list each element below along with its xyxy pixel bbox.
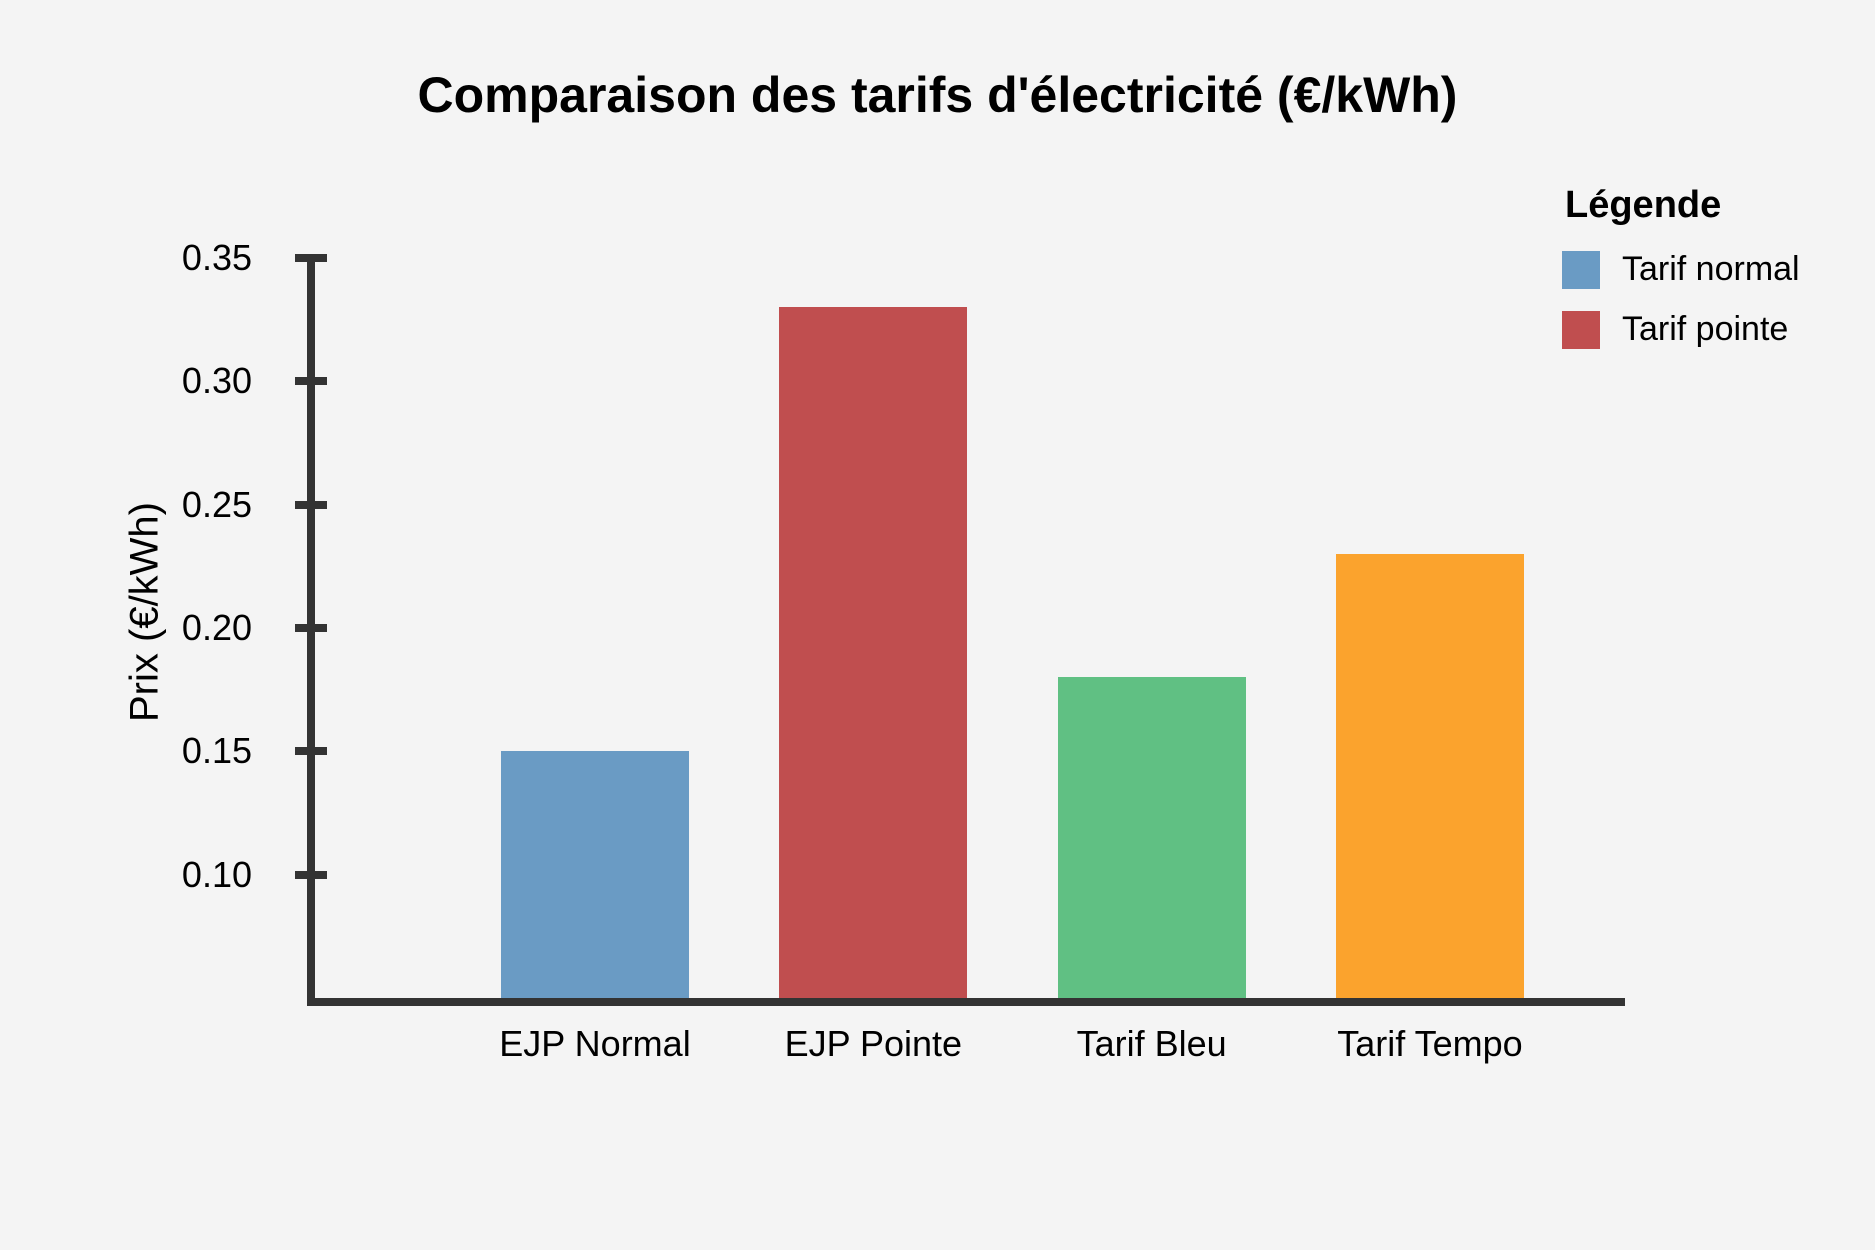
chart-title: Comparaison des tarifs d'électricité (€/… — [417, 67, 1458, 123]
y-tick-label: 0.25 — [181, 483, 252, 525]
y-tick-label: 0.30 — [181, 360, 252, 402]
y-tick-label: 0.20 — [181, 607, 252, 648]
y-tick-mark — [295, 377, 327, 386]
legend-swatch-tarif-pointe — [1562, 310, 1600, 349]
bar-tarif-bleu — [1057, 677, 1246, 998]
x-axis-line — [307, 998, 1625, 1006]
legend: Légende Tarif normal Tarif pointe — [1562, 182, 1800, 349]
y-tick-mark — [295, 747, 327, 756]
x-label-tarif-tempo: Tarif Tempo — [1337, 1023, 1523, 1064]
y-tick-mark — [295, 624, 327, 632]
x-label-ejp-normal: EJP Normal — [499, 1023, 691, 1064]
y-tick-label: 0.10 — [181, 853, 252, 895]
legend-title: Légende — [1565, 184, 1722, 226]
y-tick-mark — [295, 870, 327, 879]
bar-ejp-normal — [501, 751, 689, 998]
legend-label: Tarif normal — [1622, 250, 1800, 288]
legend-label: Tarif pointe — [1622, 310, 1789, 348]
legend-item-tarif-normal: Tarif normal — [1562, 250, 1800, 289]
bar-tarif-tempo — [1335, 554, 1524, 998]
y-tick-label: 0.35 — [181, 237, 252, 278]
y-tick-mark — [295, 500, 327, 509]
y-tick-mark — [295, 254, 327, 262]
x-label-ejp-pointe: EJP Pointe — [784, 1023, 963, 1064]
y-tick-label: 0.15 — [181, 730, 252, 772]
legend-swatch-tarif-normal — [1562, 250, 1600, 289]
x-label-tarif-bleu: Tarif Bleu — [1076, 1023, 1227, 1064]
legend-item-tarif-pointe: Tarif pointe — [1562, 310, 1788, 349]
bar-ejp-pointe — [779, 307, 968, 998]
